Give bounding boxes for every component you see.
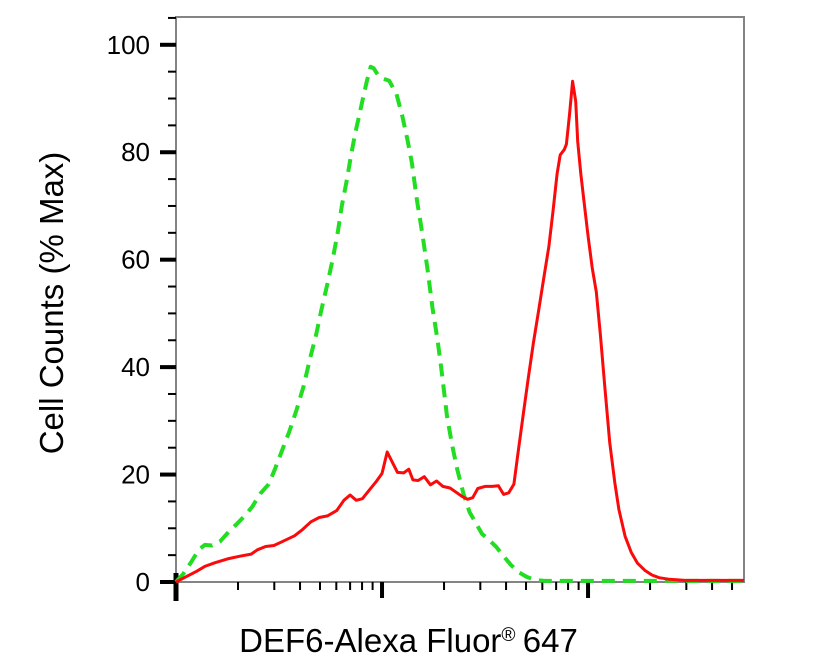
y-tick-label: 20 — [121, 460, 150, 490]
x-axis-label-suffix: 647 — [522, 622, 578, 659]
y-tick-label: 60 — [121, 245, 150, 275]
x-axis-label: DEF6-Alexa Fluor® 647 — [0, 622, 817, 660]
x-axis-label-main: DEF6-Alexa Fluor — [239, 622, 502, 659]
y-tick-label: 40 — [121, 352, 150, 382]
y-tick-label: 80 — [121, 137, 150, 167]
green-dashed-curve — [174, 64, 744, 584]
registered-trademark-icon: ® — [501, 625, 516, 647]
y-axis-label: Cell Counts (% Max) — [33, 151, 70, 455]
y-tick-label: 100 — [107, 30, 150, 60]
y-tick-label: 0 — [136, 567, 150, 597]
red-solid-curve — [175, 79, 744, 584]
plot-frame — [175, 16, 745, 583]
